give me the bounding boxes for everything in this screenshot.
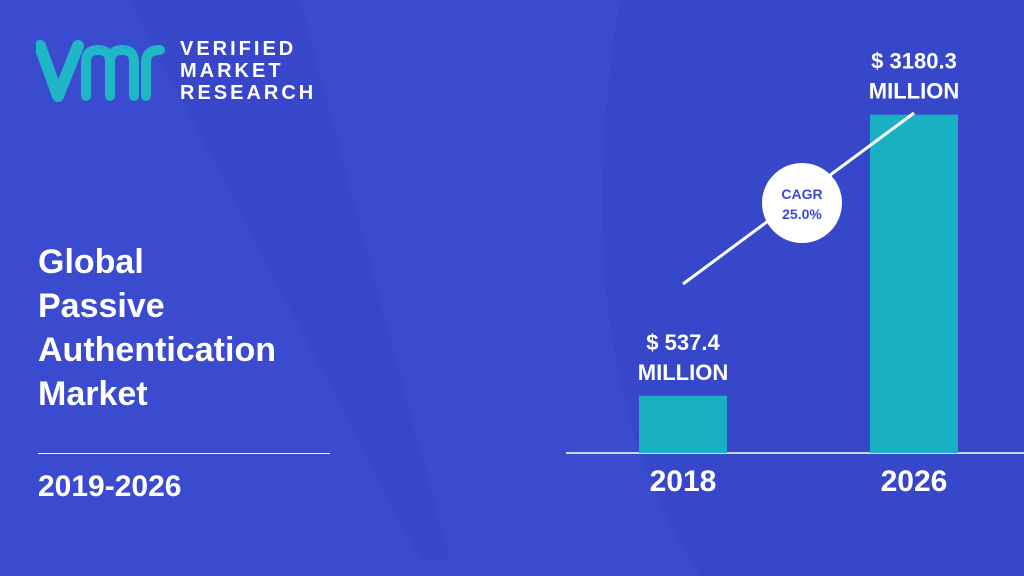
brand-wordmark: VERIFIED MARKET RESEARCH <box>180 38 316 104</box>
title-line-2: Passive <box>38 287 165 325</box>
x-tick-label-2026: 2026 <box>881 465 948 498</box>
title-line-4: Market <box>38 375 148 413</box>
cagr-label: CAGR 25.0% <box>781 186 822 222</box>
brand-logo: VERIFIED MARKET RESEARCH <box>36 38 316 104</box>
bar-2026 <box>870 114 958 453</box>
report-title: Global Passive Authentication Market <box>38 240 338 416</box>
x-tick-label-2018: 2018 <box>650 465 717 498</box>
forecast-period: 2019-2026 <box>38 470 182 503</box>
cagr-badge <box>762 163 842 243</box>
title-line-1: Global <box>38 243 144 281</box>
data-label-2026: $ 3180.3 MILLION <box>869 49 959 104</box>
brand-line-1: VERIFIED <box>180 38 297 60</box>
brand-line-3: RESEARCH <box>180 82 317 104</box>
title-line-3: Authentication <box>38 331 276 369</box>
bar-2018 <box>639 395 727 453</box>
vmr-logo-icon <box>36 40 165 102</box>
data-label-2018: $ 537.4 MILLION <box>638 330 728 385</box>
title-divider <box>38 453 330 454</box>
brand-line-2: MARKET <box>180 60 284 82</box>
